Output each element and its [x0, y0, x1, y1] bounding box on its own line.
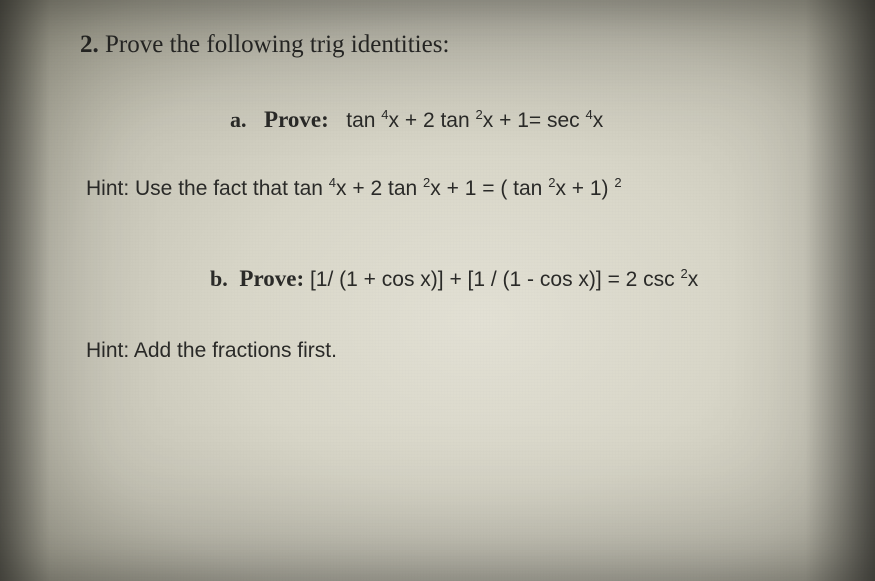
prove-word-a: Prove:: [264, 107, 329, 132]
hint-b-text: Hint: Add the fractions first.: [86, 339, 337, 362]
shadow-left: [0, 0, 50, 581]
shadow-right: [805, 0, 875, 581]
part-b-label: b.: [210, 266, 228, 291]
expr-a-3: x + 1= sec: [483, 109, 586, 132]
expr-a-2: x + 2 tan: [389, 109, 476, 132]
expr-a-sup1: 4: [381, 107, 388, 122]
part-a-label: a.: [230, 107, 247, 132]
part-b: b. Prove: [1/ (1 + cos x)] + [1 / (1 - c…: [210, 263, 815, 294]
hint-b: Hint: Add the fractions first.: [86, 337, 815, 365]
expr-a-1: tan: [346, 109, 381, 132]
question-number: 2.: [80, 31, 99, 58]
document-page: 2. Prove the following trig identities: …: [0, 0, 875, 581]
hint-a-2: x + 2 tan: [336, 177, 423, 200]
hint-a-sup4: 2: [614, 175, 621, 190]
part-a: a. Prove: tan 4x + 2 tan 2x + 1= sec 4x: [230, 104, 815, 135]
expr-a-sup2: 2: [476, 107, 483, 122]
hint-a-4: x + 1): [555, 177, 614, 200]
expr-b-1: [1/ (1 + cos x)] + [1 / (1 - cos x)] = 2…: [304, 268, 680, 291]
hint-a-1: Hint: Use the fact that tan: [86, 177, 329, 200]
question-title: Prove the following trig identities:: [99, 31, 450, 58]
hint-a-3: x + 1 = ( tan: [430, 177, 548, 200]
prove-word-b: Prove:: [239, 266, 304, 291]
expr-a-sup3: 4: [586, 107, 593, 122]
hint-a-sup1: 4: [329, 175, 336, 190]
expr-b-2: x: [688, 268, 699, 291]
question-heading: 2. Prove the following trig identities:: [80, 28, 815, 62]
expr-b-sup: 2: [681, 266, 688, 281]
expr-a-4: x: [593, 109, 604, 132]
hint-a: Hint: Use the fact that tan 4x + 2 tan 2…: [86, 175, 815, 203]
